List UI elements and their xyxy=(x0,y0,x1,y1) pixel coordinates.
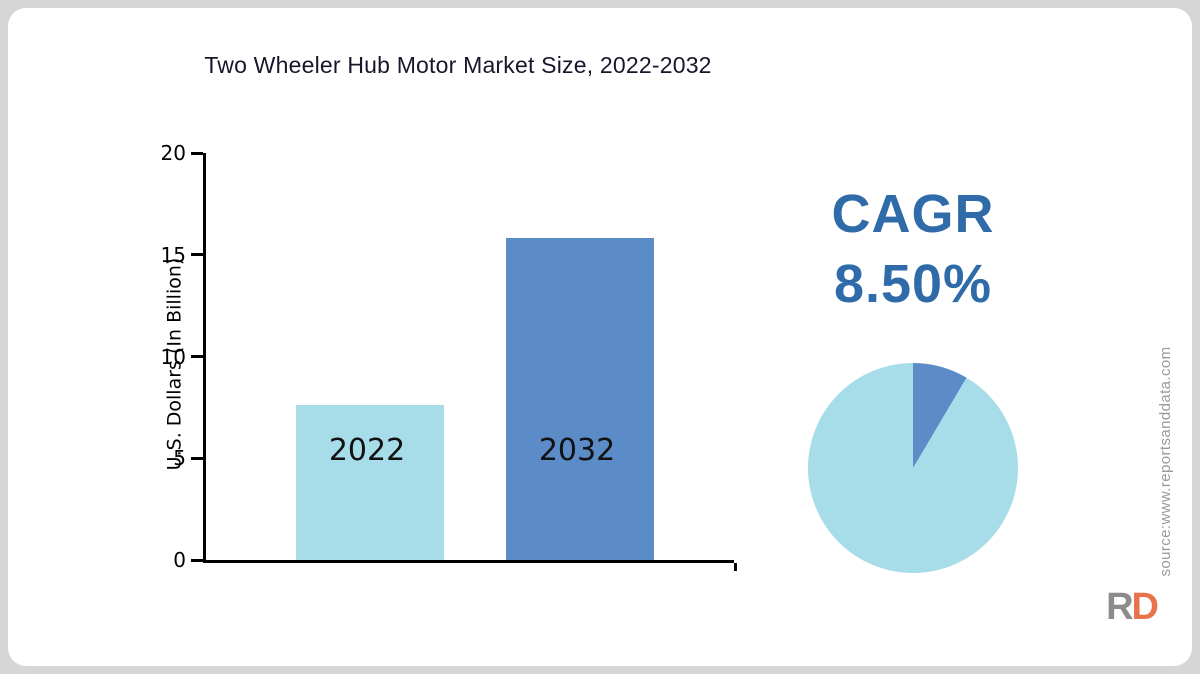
y-tick-label: 20 xyxy=(160,141,186,165)
logo-letter-r: R xyxy=(1106,586,1133,628)
source-attribution: source:www.reportsanddata.com xyxy=(1157,346,1174,577)
cagr-block: CAGR 8.50% xyxy=(768,183,1058,315)
plot-area: 0 5 10 15 20 xyxy=(161,141,737,572)
x-tick-label-2022: 2022 xyxy=(328,433,406,468)
y-tick-mark xyxy=(191,558,203,562)
cagr-pie-chart xyxy=(808,363,1018,573)
y-tick-mark xyxy=(191,151,203,155)
bar-2032 xyxy=(506,238,654,560)
y-tick-label: 5 xyxy=(173,446,186,471)
chart-title: Two Wheeler Hub Motor Market Size, 2022-… xyxy=(204,52,712,78)
y-tick-mark xyxy=(191,456,203,460)
y-tick-label: 0 xyxy=(173,548,186,572)
x-tick-label-2032: 2032 xyxy=(538,433,616,468)
y-tick-label: 10 xyxy=(160,344,186,369)
y-tick-label: 15 xyxy=(160,242,186,267)
cagr-value: 8.50% xyxy=(833,254,993,314)
reportsanddata-logo: RD xyxy=(1106,586,1159,628)
bar-2022 xyxy=(296,405,444,560)
chart-card: Two Wheeler Hub Motor Market Size, 2022-… xyxy=(8,8,1192,666)
y-tick-mark xyxy=(191,253,203,257)
x-axis-end-tick xyxy=(734,563,737,571)
cagr-label: CAGR xyxy=(831,184,995,244)
y-tick-mark xyxy=(191,355,203,358)
logo-letter-d: D xyxy=(1131,586,1159,628)
